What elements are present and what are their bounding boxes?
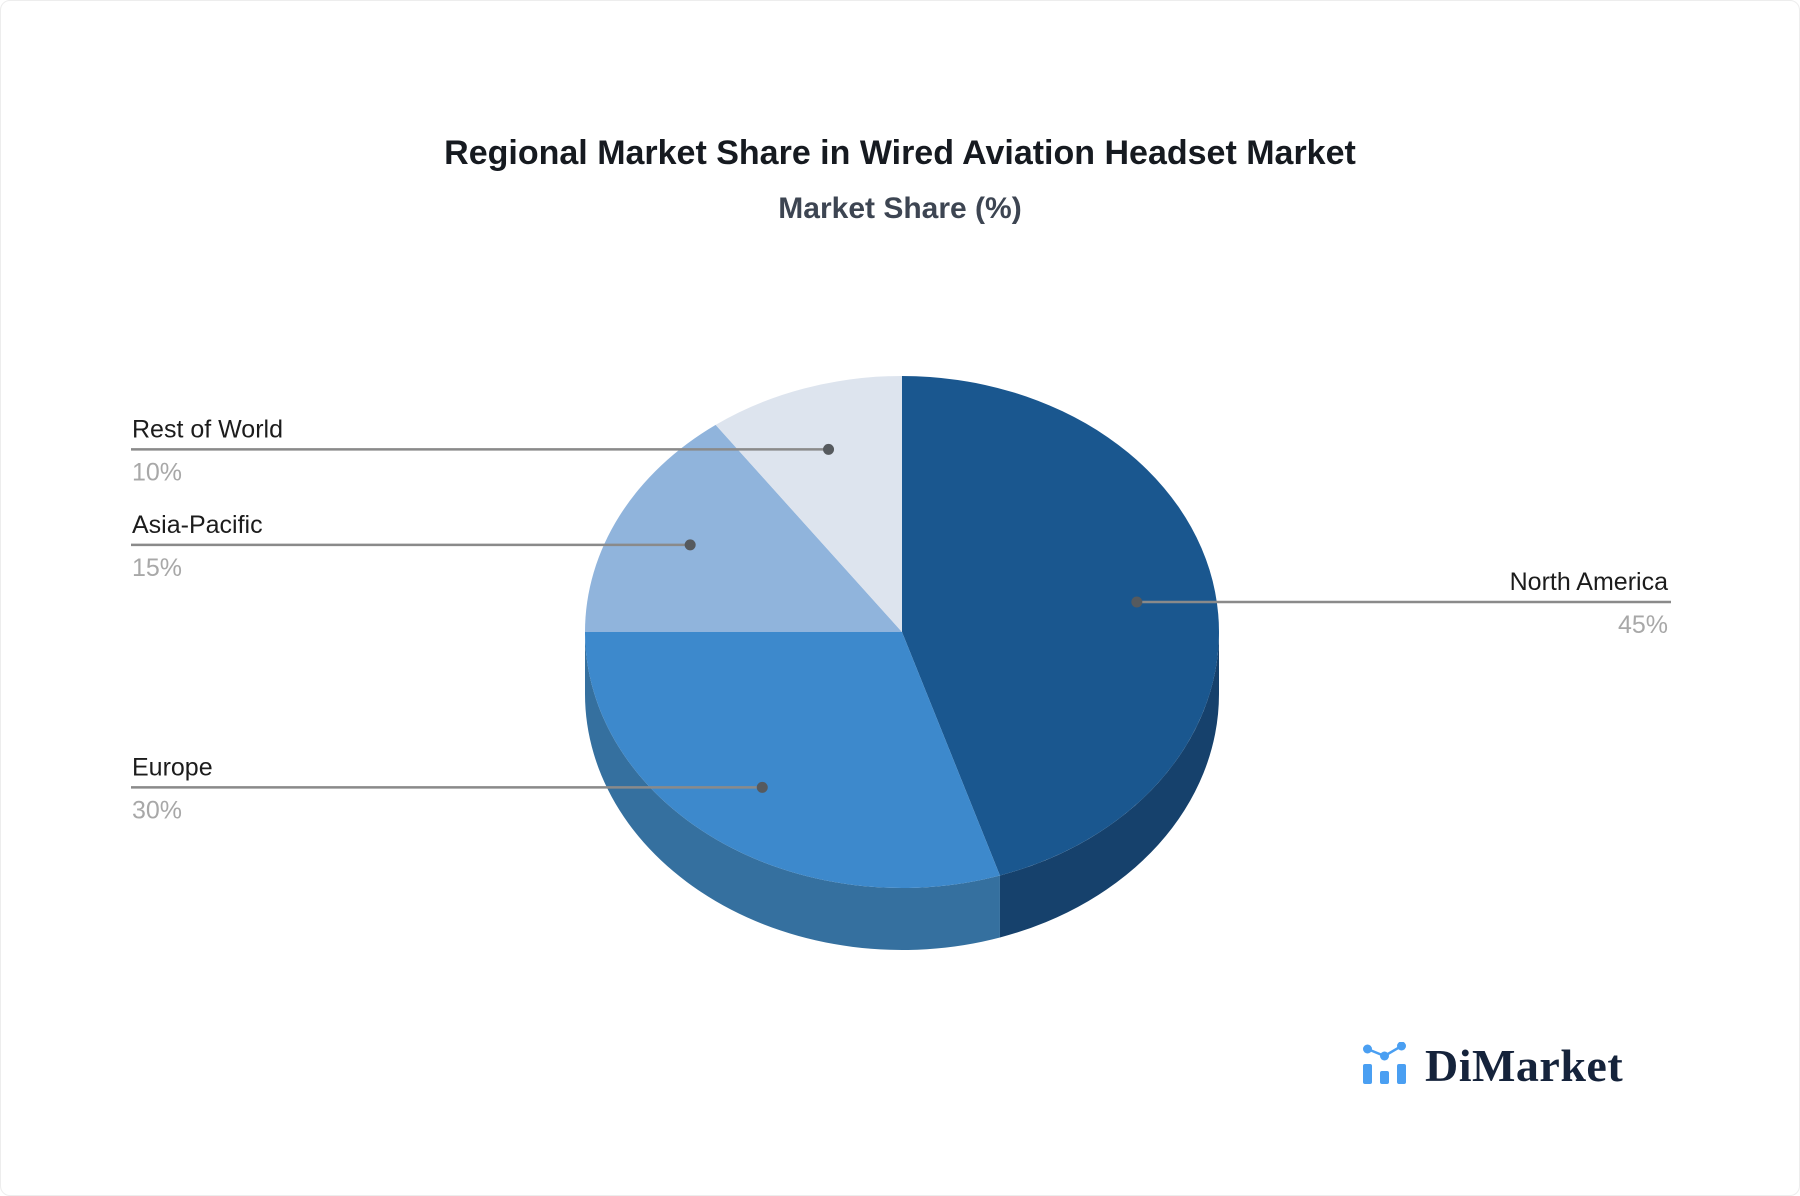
slice-label-north-america: North America bbox=[1510, 568, 1668, 596]
slice-value-asia-pacific: 15% bbox=[132, 554, 182, 582]
chart-header: Regional Market Share in Wired Aviation … bbox=[1, 133, 1799, 227]
brand-name: DiMarket bbox=[1425, 1040, 1624, 1091]
brand-logo: DiMarket bbox=[1361, 1039, 1623, 1089]
slice-value-rest-of-world: 10% bbox=[132, 458, 182, 486]
pie-slice-asia-pacific[interactable] bbox=[585, 424, 902, 632]
leader-dot-europe bbox=[756, 781, 768, 793]
chart-title: Regional Market Share in Wired Aviation … bbox=[444, 134, 1356, 172]
pie-slice-side-europe bbox=[585, 632, 1000, 950]
pie-3d-walls bbox=[585, 632, 1219, 950]
pie-labels: North America 45% Europe 30% Asia-Pacific 15%… bbox=[131, 415, 1671, 824]
slice-label-europe: Europe bbox=[132, 753, 213, 781]
pie-slice-side-north-america bbox=[999, 632, 1219, 938]
bar-chart-logo-icon bbox=[1363, 1042, 1406, 1084]
slice-value-north-america: 45% bbox=[1618, 611, 1668, 639]
leader-dot-north-america bbox=[1131, 596, 1143, 608]
chart-subtitle: Market Share (%) bbox=[778, 192, 1022, 225]
slice-label-asia-pacific: Asia-Pacific bbox=[132, 511, 263, 539]
slice-value-europe: 30% bbox=[132, 796, 182, 824]
leader-dot-asia-pacific bbox=[684, 539, 696, 551]
slice-label-rest-of-world: Rest of World bbox=[132, 415, 283, 443]
leader-dot-rest-of-world bbox=[823, 443, 835, 455]
pie-slice-north-america[interactable] bbox=[902, 376, 1219, 876]
pie-slice-rest-of-world[interactable] bbox=[715, 376, 902, 632]
pie-slice-europe[interactable] bbox=[585, 632, 1000, 888]
pie-slices bbox=[585, 376, 1219, 888]
